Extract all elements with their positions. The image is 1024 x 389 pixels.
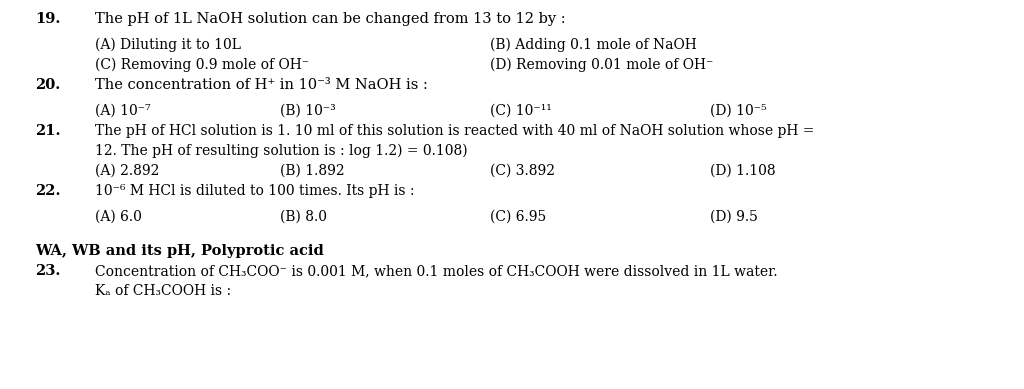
- Text: 20.: 20.: [35, 78, 60, 92]
- Text: 23.: 23.: [35, 264, 60, 278]
- Text: (D) Removing 0.01 mole of OH⁻: (D) Removing 0.01 mole of OH⁻: [490, 58, 714, 72]
- Text: 22.: 22.: [35, 184, 60, 198]
- Text: (B) 8.0: (B) 8.0: [280, 210, 327, 224]
- Text: The concentration of H⁺ in 10⁻³ M NaOH is :: The concentration of H⁺ in 10⁻³ M NaOH i…: [95, 78, 428, 92]
- Text: (C) Removing 0.9 mole of OH⁻: (C) Removing 0.9 mole of OH⁻: [95, 58, 309, 72]
- Text: 12. The pH of resulting solution is : log 1.2) = 0.108): 12. The pH of resulting solution is : lo…: [95, 144, 468, 158]
- Text: 19.: 19.: [35, 12, 60, 26]
- Text: (A) Diluting it to 10L: (A) Diluting it to 10L: [95, 38, 241, 53]
- Text: (D) 9.5: (D) 9.5: [710, 210, 758, 224]
- Text: The pH of 1L NaOH solution can be changed from 13 to 12 by :: The pH of 1L NaOH solution can be change…: [95, 12, 565, 26]
- Text: The pH of HCl solution is 1. 10 ml of this solution is reacted with 40 ml of NaO: The pH of HCl solution is 1. 10 ml of th…: [95, 124, 814, 138]
- Text: Concentration of CH₃COO⁻ is 0.001 M, when 0.1 moles of CH₃COOH were dissolved in: Concentration of CH₃COO⁻ is 0.001 M, whe…: [95, 264, 777, 278]
- Text: (B) Adding 0.1 mole of NaOH: (B) Adding 0.1 mole of NaOH: [490, 38, 696, 53]
- Text: (A) 10⁻⁷: (A) 10⁻⁷: [95, 104, 151, 118]
- Text: 10⁻⁶ M HCl is diluted to 100 times. Its pH is :: 10⁻⁶ M HCl is diluted to 100 times. Its …: [95, 184, 415, 198]
- Text: (B) 10⁻³: (B) 10⁻³: [280, 104, 336, 118]
- Text: WA, WB and its pH, Polyprotic acid: WA, WB and its pH, Polyprotic acid: [35, 244, 324, 258]
- Text: (C) 6.95: (C) 6.95: [490, 210, 546, 224]
- Text: (D) 1.108: (D) 1.108: [710, 164, 775, 178]
- Text: (B) 1.892: (B) 1.892: [280, 164, 345, 178]
- Text: (C) 3.892: (C) 3.892: [490, 164, 555, 178]
- Text: (A) 2.892: (A) 2.892: [95, 164, 160, 178]
- Text: (C) 10⁻¹¹: (C) 10⁻¹¹: [490, 104, 552, 118]
- Text: (A) 6.0: (A) 6.0: [95, 210, 142, 224]
- Text: 21.: 21.: [35, 124, 60, 138]
- Text: (D) 10⁻⁵: (D) 10⁻⁵: [710, 104, 767, 118]
- Text: Kₐ of CH₃COOH is :: Kₐ of CH₃COOH is :: [95, 284, 231, 298]
